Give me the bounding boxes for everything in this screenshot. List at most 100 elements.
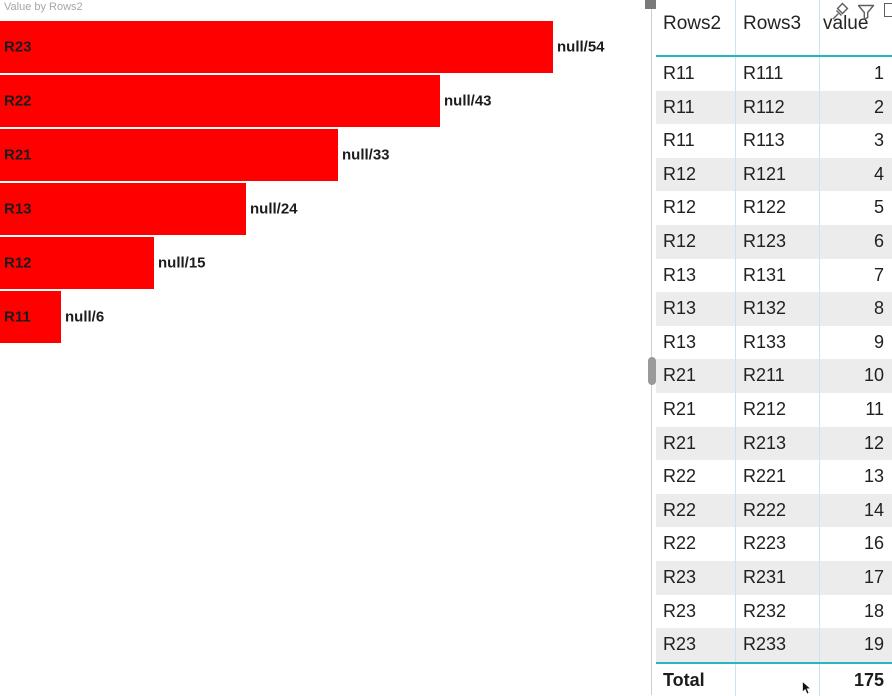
column-header-rows3[interactable]: Rows3 xyxy=(736,0,820,55)
table-cell[interactable]: 14 xyxy=(863,499,884,520)
table-cell[interactable]: R13 xyxy=(656,258,736,293)
table-cell[interactable]: R222 xyxy=(736,493,820,528)
table-header-row: Rows2 Rows3 value xyxy=(656,0,892,57)
bar[interactable]: R11 null/6 xyxy=(0,291,650,343)
bar-rect[interactable] xyxy=(0,183,246,235)
table-cell[interactable]: R13 xyxy=(656,325,736,360)
table-cell[interactable]: 9 xyxy=(873,331,884,352)
table-row[interactable]: R21 R211 10 xyxy=(656,359,892,393)
table-row[interactable]: R12 R122 5 xyxy=(656,191,892,225)
table-cell[interactable]: R212 xyxy=(736,392,820,427)
table-cell[interactable]: R221 xyxy=(736,460,820,494)
table-cell[interactable]: R123 xyxy=(736,224,820,259)
table-cell[interactable]: R21 xyxy=(656,426,736,461)
visual-selection-border xyxy=(651,0,652,695)
table-cell[interactable]: R231 xyxy=(736,560,820,595)
visual-resize-handle-top-left[interactable] xyxy=(645,0,656,9)
table-row[interactable]: R21 R212 11 xyxy=(656,392,892,427)
table-cell[interactable]: R111 xyxy=(736,57,820,91)
table-cell[interactable]: 7 xyxy=(873,264,884,285)
table-cell[interactable]: R131 xyxy=(736,258,820,293)
table-row[interactable]: R22 R222 14 xyxy=(656,493,892,528)
table-cell[interactable]: R23 xyxy=(656,628,736,662)
table-cell[interactable]: R112 xyxy=(736,90,820,125)
table-cell[interactable]: 12 xyxy=(863,432,884,453)
bar[interactable]: R12 null/15 xyxy=(0,237,650,289)
table-cell[interactable]: R11 xyxy=(656,124,736,158)
table-row[interactable]: R22 R221 13 xyxy=(656,460,892,494)
column-header-rows2[interactable]: Rows2 xyxy=(656,0,736,55)
table-cell[interactable]: R12 xyxy=(656,224,736,259)
bar[interactable]: R13 null/24 xyxy=(0,183,650,235)
table-cell[interactable]: 16 xyxy=(863,533,884,554)
table-row[interactable]: R12 R123 6 xyxy=(656,224,892,259)
table-cell[interactable]: 11 xyxy=(865,398,884,419)
table-row[interactable]: R21 R213 12 xyxy=(656,426,892,461)
table-row[interactable]: R23 R232 18 xyxy=(656,594,892,629)
bar-rect[interactable] xyxy=(0,237,154,289)
table-cell[interactable]: R11 xyxy=(656,90,736,125)
filter-icon[interactable] xyxy=(856,3,876,21)
table-cell[interactable]: 4 xyxy=(873,163,884,184)
table-cell[interactable]: 2 xyxy=(873,96,884,117)
table-cell[interactable]: 5 xyxy=(873,197,884,218)
bar-rect[interactable] xyxy=(0,129,338,181)
table-cell[interactable]: R132 xyxy=(736,292,820,326)
table-cell[interactable]: R211 xyxy=(736,359,820,393)
table-cell[interactable]: 19 xyxy=(863,634,884,655)
bar-rect[interactable] xyxy=(0,291,61,343)
table-cell[interactable]: 8 xyxy=(873,298,884,319)
table-cell[interactable]: R122 xyxy=(736,191,820,225)
table-cell[interactable]: 6 xyxy=(873,230,884,251)
table-cell[interactable]: R12 xyxy=(656,157,736,192)
bar-rect[interactable] xyxy=(0,21,553,73)
table-row[interactable]: R11 R111 1 xyxy=(656,57,892,91)
table-cell[interactable]: R233 xyxy=(736,628,820,662)
table-row[interactable]: R23 R233 19 xyxy=(656,628,892,662)
bar-rect[interactable] xyxy=(0,75,440,127)
bar[interactable]: R23 null/54 xyxy=(0,21,650,73)
bar-category-label: R13 xyxy=(4,200,32,218)
table-cell[interactable]: R22 xyxy=(656,527,736,561)
table-cell[interactable]: 1 xyxy=(873,63,884,83)
table-row[interactable]: R13 R133 9 xyxy=(656,325,892,360)
table-cell[interactable]: R12 xyxy=(656,191,736,225)
table-cell[interactable]: R23 xyxy=(656,594,736,629)
table-cell[interactable]: 18 xyxy=(863,600,884,621)
bar-category-label: R23 xyxy=(4,38,32,56)
table-row[interactable]: R22 R223 16 xyxy=(656,527,892,561)
table-cell[interactable]: R133 xyxy=(736,325,820,360)
table-row[interactable]: R23 R231 17 xyxy=(656,560,892,595)
bar-category-label: R21 xyxy=(4,146,32,164)
bar[interactable]: R21 null/33 xyxy=(0,129,650,181)
bar[interactable]: R22 null/43 xyxy=(0,75,650,127)
table-cell[interactable]: R23 xyxy=(656,560,736,595)
table-cell[interactable]: 3 xyxy=(873,130,884,151)
table-cell[interactable]: R223 xyxy=(736,527,820,561)
table-cell[interactable]: R21 xyxy=(656,359,736,393)
table-cell[interactable]: R13 xyxy=(656,292,736,326)
table-cell[interactable]: 13 xyxy=(863,466,884,487)
table-cell[interactable]: R11 xyxy=(656,57,736,91)
table-row[interactable]: R11 R113 3 xyxy=(656,124,892,158)
table-cell[interactable]: 17 xyxy=(863,566,884,587)
table-cell[interactable]: R232 xyxy=(736,594,820,629)
table-row[interactable]: R11 R112 2 xyxy=(656,90,892,125)
table-cell[interactable]: R22 xyxy=(656,493,736,528)
mouse-cursor xyxy=(802,681,812,695)
total-spacer xyxy=(736,663,820,696)
bar-category-label: R12 xyxy=(4,254,32,272)
table-cell[interactable]: R21 xyxy=(656,392,736,427)
table-cell[interactable]: R121 xyxy=(736,157,820,192)
table-row[interactable]: R13 R132 8 xyxy=(656,292,892,326)
table-visual: Rows2 Rows3 value R11 R111 1 R11 R112 2 R11 R11… xyxy=(656,0,892,696)
table-cell[interactable]: R113 xyxy=(736,124,820,158)
table-cell[interactable]: R213 xyxy=(736,426,820,461)
table-row[interactable]: R12 R121 4 xyxy=(656,157,892,192)
pin-icon[interactable] xyxy=(830,2,850,22)
table-cell[interactable]: R22 xyxy=(656,460,736,494)
table-cell[interactable]: 10 xyxy=(863,365,884,386)
table-row[interactable]: R13 R131 7 xyxy=(656,258,892,293)
visual-resize-handle-left[interactable] xyxy=(648,357,656,385)
more-options-icon-partial[interactable] xyxy=(884,3,892,17)
